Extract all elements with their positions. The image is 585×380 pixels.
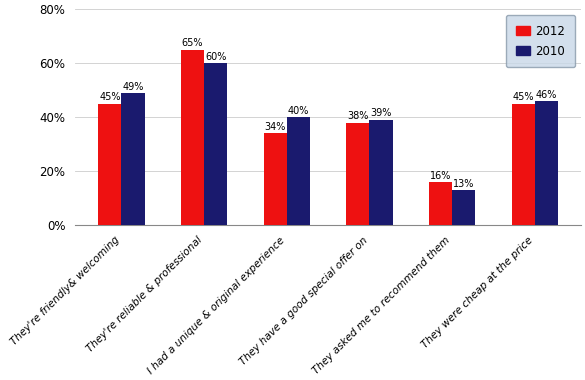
Text: 46%: 46% <box>536 90 557 100</box>
Text: 13%: 13% <box>453 179 474 189</box>
Text: 65%: 65% <box>182 38 203 48</box>
Bar <box>535 101 558 225</box>
Text: 39%: 39% <box>370 109 392 119</box>
Text: 45%: 45% <box>99 92 121 102</box>
Bar <box>452 190 475 225</box>
Text: 38%: 38% <box>347 111 369 121</box>
Text: 49%: 49% <box>122 81 144 92</box>
Bar <box>204 63 227 225</box>
Bar <box>346 122 369 225</box>
Text: 34%: 34% <box>264 122 286 132</box>
Bar <box>511 104 535 225</box>
Bar <box>181 50 204 225</box>
Bar <box>98 104 122 225</box>
Bar <box>429 182 452 225</box>
Legend: 2012, 2010: 2012, 2010 <box>506 15 575 67</box>
Text: 40%: 40% <box>288 106 309 116</box>
Bar <box>122 93 144 225</box>
Text: 16%: 16% <box>430 171 451 180</box>
Bar <box>264 133 287 225</box>
Bar <box>287 117 310 225</box>
Text: 60%: 60% <box>205 52 226 62</box>
Bar <box>369 120 393 225</box>
Text: 45%: 45% <box>512 92 534 102</box>
